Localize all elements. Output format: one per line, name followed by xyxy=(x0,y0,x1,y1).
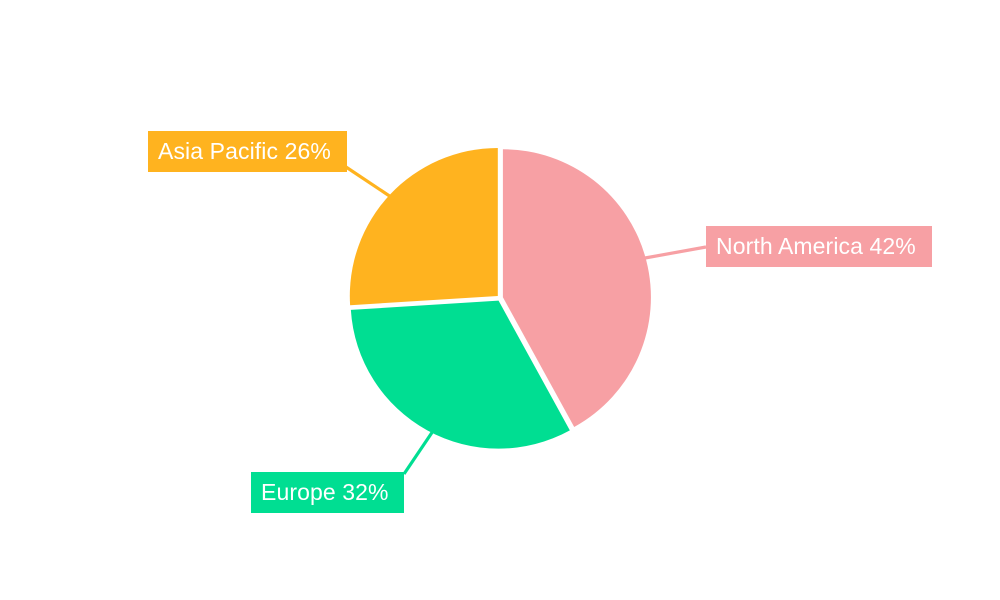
pie-label-north-america-text: North America 42% xyxy=(716,233,916,259)
pie-slice-asia-pacific[interactable] xyxy=(349,147,498,306)
pie-label-asia-pacific-text: Asia Pacific 26% xyxy=(158,138,331,164)
leader-line-europe xyxy=(402,430,435,475)
pie-slice-north-america[interactable] xyxy=(502,149,651,427)
leader-lines-group xyxy=(345,165,707,475)
pie-label-europe-text: Europe 32% xyxy=(261,479,389,505)
pie-slice-europe[interactable] xyxy=(350,300,570,449)
leader-line-asia-pacific xyxy=(345,165,395,201)
pie-label-asia-pacific: Asia Pacific 26% xyxy=(148,131,347,172)
pie-label-north-america: North America 42% xyxy=(706,226,932,267)
pie-label-europe: Europe 32% xyxy=(251,472,404,513)
leader-line-north-america xyxy=(644,245,707,260)
pie-slices-group xyxy=(349,147,651,449)
